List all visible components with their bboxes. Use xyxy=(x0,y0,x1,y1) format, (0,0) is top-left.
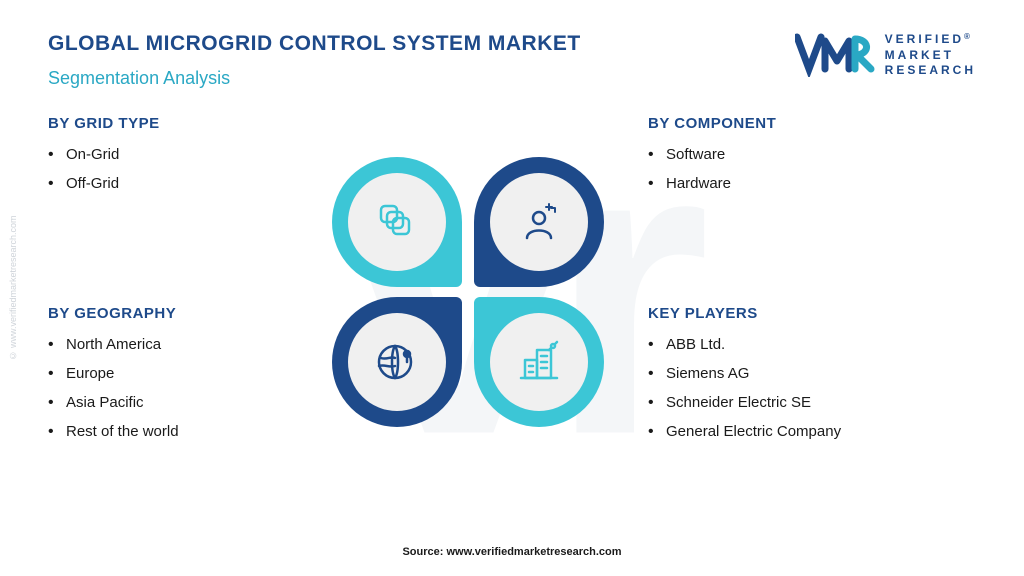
segmentation-grid: BY GRID TYPE On-Grid Off-Grid BY COMPONEN… xyxy=(48,107,976,497)
list-item: North America xyxy=(48,336,308,353)
segment-list: On-Grid Off-Grid xyxy=(48,146,308,192)
list-item: Software xyxy=(648,146,948,163)
center-petal-graphic xyxy=(328,107,608,487)
list-item: Hardware xyxy=(648,175,948,192)
person-icon xyxy=(515,198,563,246)
page-subtitle: Segmentation Analysis xyxy=(48,68,581,89)
globe-icon xyxy=(373,338,421,386)
layers-icon xyxy=(373,198,421,246)
building-icon xyxy=(515,338,563,386)
petal-bl xyxy=(332,297,462,427)
segment-title: BY GRID TYPE xyxy=(48,115,308,132)
petal-tl xyxy=(332,157,462,287)
list-item: Schneider Electric SE xyxy=(648,394,948,411)
list-item: Off-Grid xyxy=(48,175,308,192)
infographic-container: GLOBAL MICROGRID CONTROL SYSTEM MARKET S… xyxy=(0,0,1024,576)
list-item: Rest of the world xyxy=(48,423,308,440)
segment-list: Software Hardware xyxy=(648,146,948,192)
logo-line2: MARKET xyxy=(885,48,954,62)
list-item: Europe xyxy=(48,365,308,382)
list-item: Siemens AG xyxy=(648,365,948,382)
list-item: Asia Pacific xyxy=(48,394,308,411)
segment-title: KEY PLAYERS xyxy=(648,305,948,322)
vmr-logo-mark xyxy=(795,33,875,77)
logo-registered: ® xyxy=(964,32,973,41)
vmr-logo-text: VERIFIED® MARKET RESEARCH xyxy=(885,32,976,79)
segment-key-players: KEY PLAYERS ABB Ltd. Siemens AG Schneider … xyxy=(628,297,948,452)
logo-line1: VERIFIED xyxy=(885,32,964,46)
segment-title: BY GEOGRAPHY xyxy=(48,305,308,322)
segment-list: ABB Ltd. Siemens AG Schneider Electric SE G… xyxy=(648,336,948,440)
logo-line3: RESEARCH xyxy=(885,63,976,77)
source-attribution: Source: www.verifiedmarketresearch.com xyxy=(402,546,621,558)
petal-tr xyxy=(474,157,604,287)
segment-component: BY COMPONENT Software Hardware xyxy=(628,107,948,204)
list-item: On-Grid xyxy=(48,146,308,163)
segment-list: North America Europe Asia Pacific Rest of t… xyxy=(48,336,308,440)
segment-title: BY COMPONENT xyxy=(648,115,948,132)
page-title: GLOBAL MICROGRID CONTROL SYSTEM MARKET xyxy=(48,32,581,56)
segment-grid-type: BY GRID TYPE On-Grid Off-Grid xyxy=(48,107,308,204)
segment-geography: BY GEOGRAPHY North America Europe Asia Pac… xyxy=(48,297,308,452)
list-item: General Electric Company xyxy=(648,423,948,440)
vmr-logo: VERIFIED® MARKET RESEARCH xyxy=(795,32,976,79)
header: GLOBAL MICROGRID CONTROL SYSTEM MARKET S… xyxy=(48,32,976,89)
list-item: ABB Ltd. xyxy=(648,336,948,353)
petal-br xyxy=(474,297,604,427)
